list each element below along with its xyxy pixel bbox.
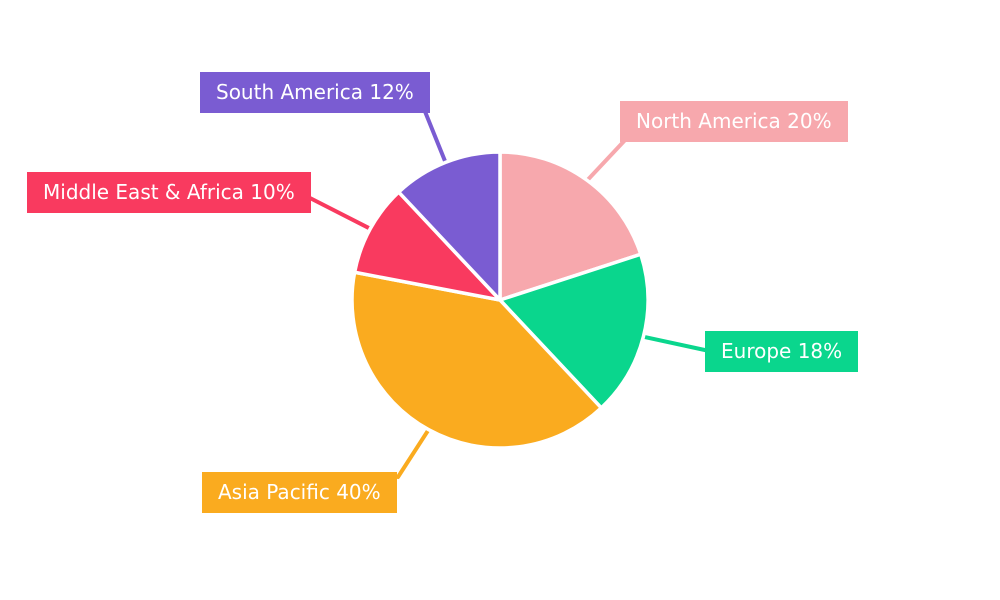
leader-line-asia-pacific (396, 425, 432, 479)
pie-slice-middle-east-africa (352, 190, 502, 302)
callout-label-asia-pacific: Asia Pacific 40% (202, 472, 397, 513)
callout-label-north-america: North America 20% (620, 101, 848, 142)
pie-slice-europe (498, 252, 650, 410)
callout-label-middle-east-africa: Middle East & Africa 10% (27, 172, 311, 213)
leader-line-middle-east-africa (306, 195, 375, 232)
pie-slice-north-america (498, 150, 643, 302)
callout-label-south-america: South America 12% (200, 72, 430, 113)
leader-line-north-america (583, 136, 629, 184)
leader-line-europe (639, 334, 716, 354)
leader-line-south-america (422, 107, 449, 167)
pie-slice-asia-pacific (350, 270, 604, 450)
callout-label-europe: Europe 18% (705, 331, 859, 372)
pie-slice-south-america (396, 150, 502, 302)
